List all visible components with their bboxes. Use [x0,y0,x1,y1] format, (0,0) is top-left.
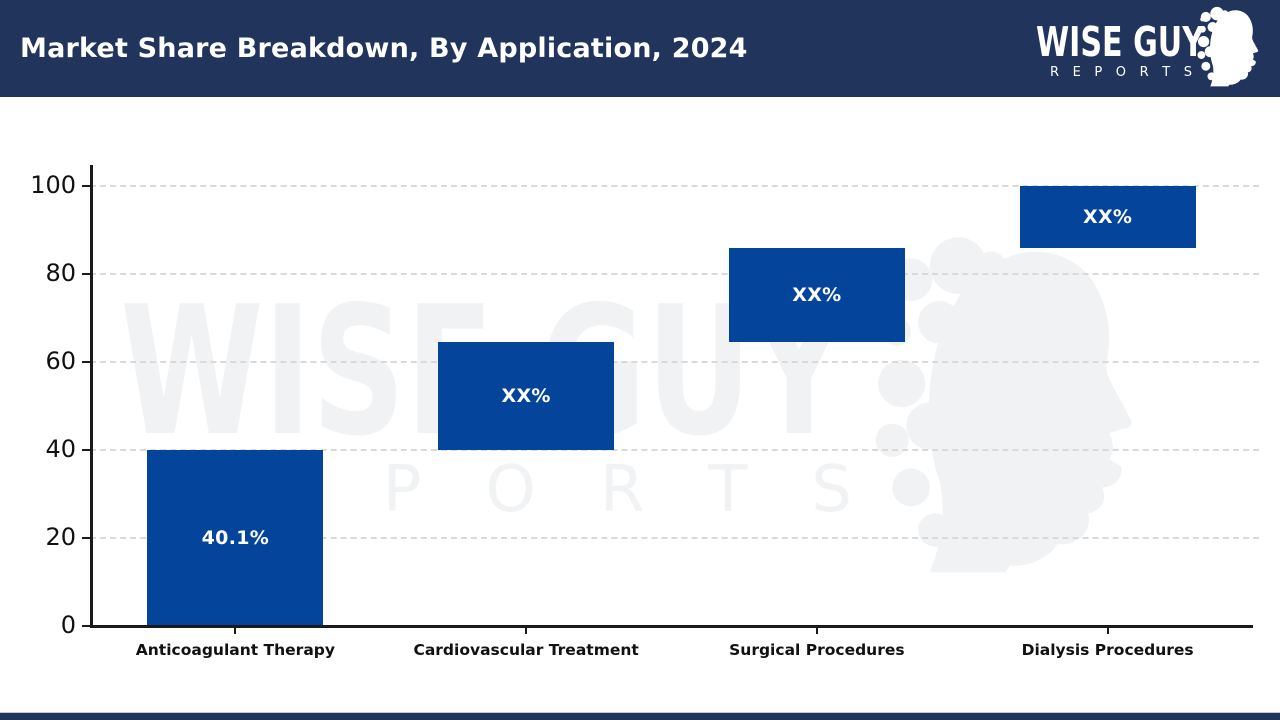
gridline [90,537,1259,539]
y-tick-label: 60 [45,347,76,375]
x-tick [1106,626,1109,634]
bar-value-label: 40.1% [201,526,270,549]
logo-sub-text: R E P O R T S [1050,65,1192,80]
y-axis [90,165,93,626]
x-tick [815,626,818,634]
y-tick [82,537,90,539]
y-tick [82,185,90,187]
gridline [90,449,1259,451]
category-label: Cardiovascular Treatment [413,641,639,659]
footer-bar [0,713,1280,720]
logo-head-icon [1197,6,1259,87]
gridline [90,185,1259,187]
y-tick-label: 100 [30,171,76,199]
bar-segment: XX% [728,248,905,342]
x-tick [234,626,237,634]
watermark-head-icon [875,237,1132,573]
wise-guy-logo: WISE GUY R E P O R T S [1036,6,1259,87]
gridline [90,273,1259,275]
category-label: Anticoagulant Therapy [135,641,335,659]
chart-area: WISE GUY R E P O R T S 02040608010040.1%… [0,97,1280,712]
bar-segment: XX% [438,341,615,450]
bar-value-label: XX% [792,283,842,306]
category-label: Surgical Procedures [729,641,905,659]
y-tick [82,273,90,275]
y-tick-label: 0 [60,611,76,639]
y-tick [82,449,90,451]
y-tick [82,625,90,627]
x-axis [90,625,1253,628]
bar-value-label: XX% [501,384,551,407]
gridline [90,361,1259,363]
logo-brand-text: WISE GUY [1036,18,1205,66]
y-tick-label: 80 [45,259,76,287]
bar-value-label: XX% [1083,206,1133,229]
bar-segment: XX% [1019,186,1196,249]
x-tick [525,626,528,634]
category-label: Dialysis Procedures [1021,641,1194,659]
y-tick-label: 20 [45,523,76,551]
chart-title: Market Share Breakdown, By Application, … [20,33,748,64]
header-banner: Market Share Breakdown, By Application, … [0,0,1280,97]
bar-segment: 40.1% [147,449,324,626]
y-tick [82,361,90,363]
footer-divider [0,712,1280,713]
y-tick-label: 40 [45,435,76,463]
